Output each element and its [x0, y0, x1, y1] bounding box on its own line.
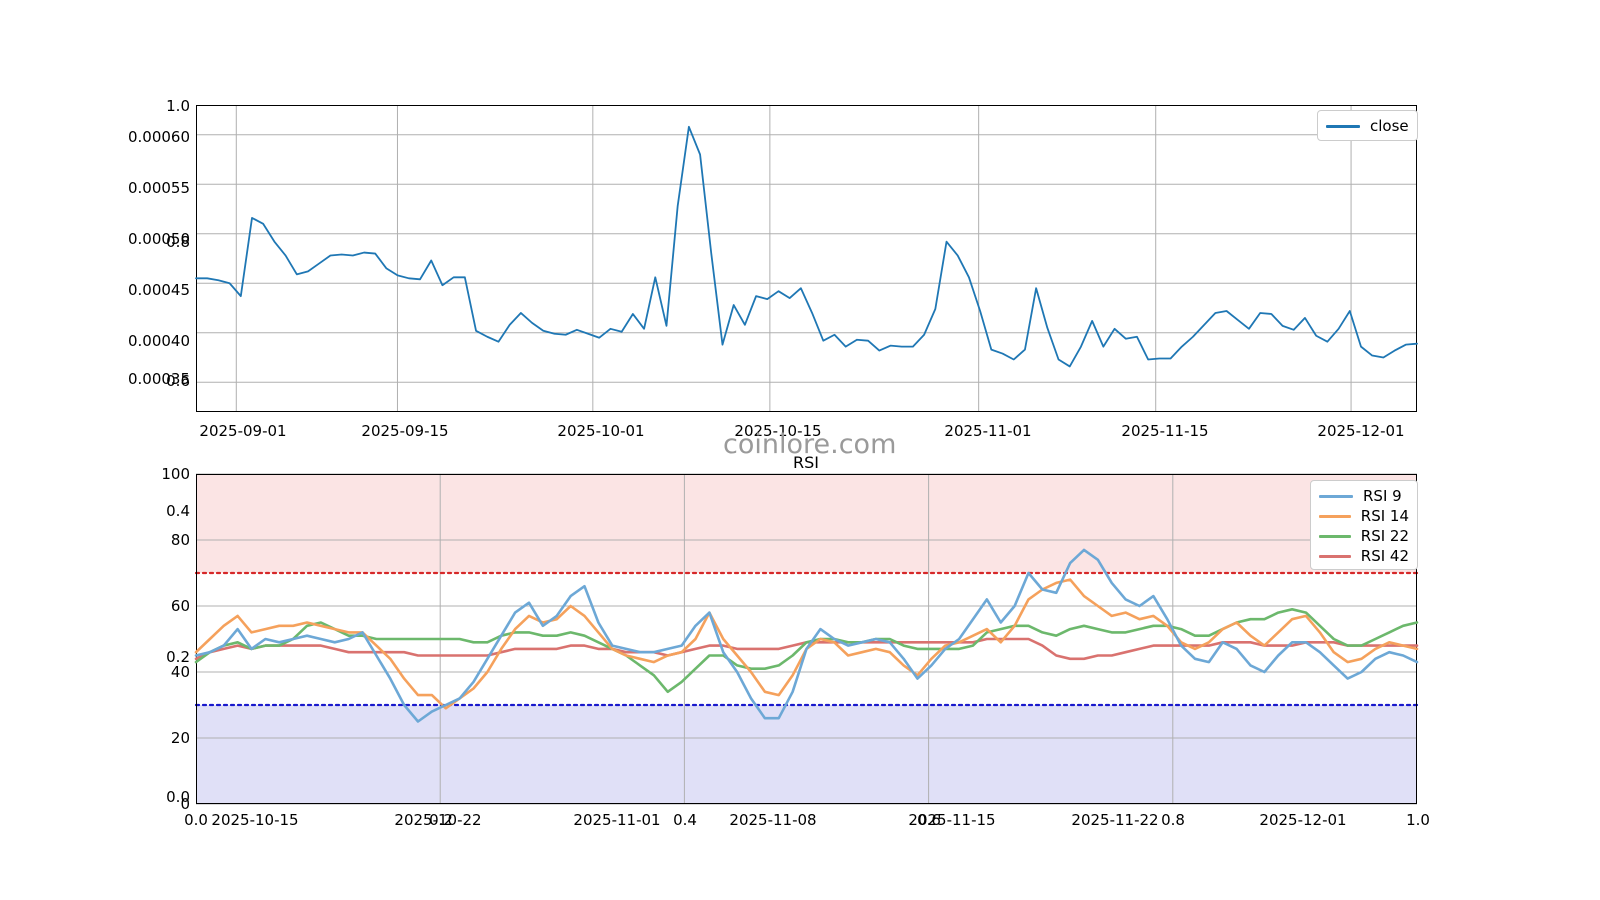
- rsi-overlay-xtick-0.8: 0.8: [1161, 811, 1185, 829]
- legend-label-close: close: [1370, 117, 1409, 135]
- price-ytick-0.00045: 0.00045: [127, 281, 190, 299]
- rsi-ytick-60: 60: [170, 597, 190, 615]
- rsi-ytick-0: 0: [180, 795, 190, 813]
- price-ytick-0.00040: 0.00040: [127, 332, 190, 350]
- price-overlay-ytick-1.0: 1.0: [166, 97, 190, 115]
- legend-label-rsi42: RSI 42: [1360, 547, 1409, 565]
- overbought-band: [196, 474, 1417, 573]
- rsi-legend[interactable]: RSI 9 RSI 14 RSI 22 RSI 42: [1310, 480, 1418, 570]
- legend-label-rsi14: RSI 14: [1360, 507, 1409, 525]
- rsi-ytick-40: 40: [170, 663, 190, 681]
- rsi-xtick-2025-11-01: 2025-11-01: [573, 811, 661, 829]
- legend-item-rsi9[interactable]: RSI 9: [1319, 486, 1409, 506]
- price-xtick-2025-09-01: 2025-09-01: [199, 422, 287, 440]
- rsi-xtick-2025-10-15: 2025-10-15: [211, 811, 299, 829]
- rsi-overlay-xtick-0.2: 0.2: [429, 811, 453, 829]
- legend-swatch-rsi42: [1319, 554, 1351, 558]
- price-ytick-0.00050: 0.00050: [127, 230, 190, 248]
- rsi-xtick-2025-11-15: 2025-11-15: [908, 811, 996, 829]
- price-ytick-0.00035: 0.00035: [127, 370, 190, 388]
- rsi-plot-area: [194, 473, 1419, 805]
- rsi-panel-title: RSI: [793, 453, 819, 472]
- rsi-xtick-2025-10-22: 2025-10-22: [394, 811, 482, 829]
- legend-swatch-rsi14: [1319, 514, 1351, 518]
- price-xtick-2025-10-01: 2025-10-01: [557, 422, 645, 440]
- rsi-xtick-2025-11-22: 2025-11-22: [1071, 811, 1159, 829]
- legend-label-rsi22: RSI 22: [1360, 527, 1409, 545]
- price-ytick-0.00060: 0.00060: [127, 128, 190, 146]
- price-panel: 0.00060 0.00055 0.00050 0.00045 0.00040 …: [127, 97, 1418, 440]
- oversold-band: [196, 705, 1417, 804]
- rsi-series-group: [194, 473, 1419, 805]
- price-overlay-ytick-0.8: 0.8: [166, 233, 190, 251]
- legend-label-rsi9: RSI 9: [1363, 487, 1402, 505]
- price-xtick-2025-10-15: 2025-10-15: [734, 422, 822, 440]
- rsi-ytick-100: 100: [161, 465, 190, 483]
- rsi-overlay-xtick-0.6: 0.6: [917, 811, 941, 829]
- rsi-xtick-2025-11-08: 2025-11-08: [729, 811, 817, 829]
- rsi-overlay-ytick-0.2: 0.2: [166, 648, 190, 666]
- rsi-ytick-80: 80: [170, 531, 190, 549]
- price-xtick-2025-09-15: 2025-09-15: [361, 422, 449, 440]
- legend-swatch-rsi9: [1319, 494, 1353, 498]
- rsi-overlay-ytick-0.4: 0.4: [166, 502, 190, 520]
- rsi-overlay-xtick-0.4: 0.4: [673, 811, 697, 829]
- price-xtick-2025-11-15: 2025-11-15: [1121, 422, 1209, 440]
- legend-swatch-close: [1326, 124, 1360, 128]
- price-plot-area: [195, 105, 1418, 412]
- legend-item-rsi14[interactable]: RSI 14: [1319, 506, 1409, 526]
- rsi-overlay-xtick-0.0: 0.0: [184, 811, 208, 829]
- price-legend[interactable]: close: [1317, 110, 1418, 141]
- legend-item-close[interactable]: close: [1326, 116, 1409, 136]
- legend-item-rsi22[interactable]: RSI 22: [1319, 526, 1409, 546]
- rsi-xtick-2025-12-01: 2025-12-01: [1259, 811, 1347, 829]
- rsi-ytick-20: 20: [170, 729, 190, 747]
- price-xtick-2025-12-01: 2025-12-01: [1317, 422, 1405, 440]
- price-xtick-2025-11-01: 2025-11-01: [944, 422, 1032, 440]
- legend-swatch-rsi22: [1319, 534, 1351, 538]
- price-overlay-ytick-0.6: 0.6: [166, 372, 190, 390]
- legend-item-rsi42[interactable]: RSI 42: [1319, 546, 1409, 566]
- rsi-overlay-xtick-1.0: 1.0: [1406, 811, 1430, 829]
- rsi-panel: 100 80 60 40 20 0 0.4 0.2 0.0 2025-10-15…: [0, 460, 1600, 900]
- price-series-close: [195, 105, 1418, 412]
- rsi-overlay-ytick-0.0: 0.0: [166, 788, 190, 806]
- watermark-coinlore: coinlore.com: [723, 429, 897, 460]
- price-ytick-0.00055: 0.00055: [127, 179, 190, 197]
